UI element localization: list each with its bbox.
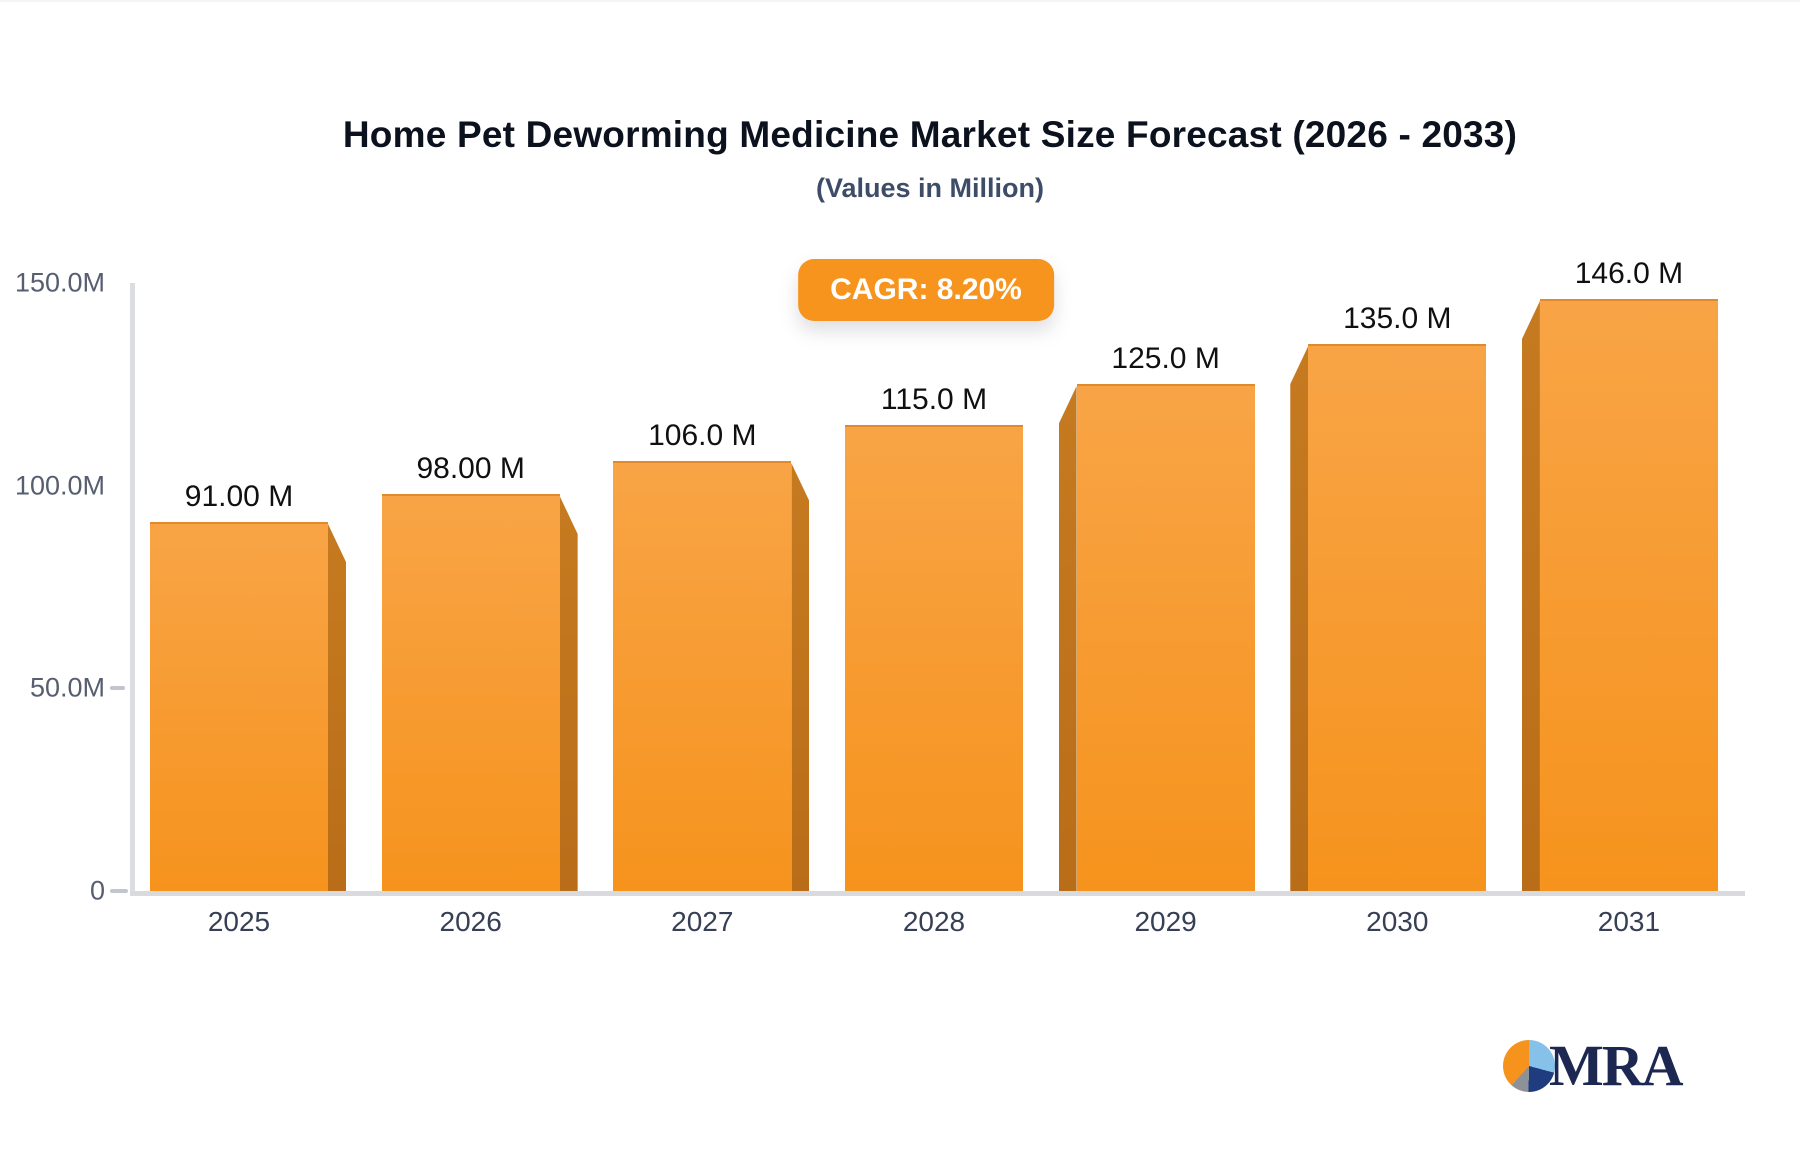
bar-2030: 135.0 M	[1290, 302, 1487, 891]
x-tick-label: 2031	[1597, 906, 1661, 937]
logo-text: MRA	[1549, 1033, 1684, 1098]
bar-side-face	[1290, 346, 1309, 891]
bar-2026: 98.00 M	[381, 452, 578, 891]
y-tick-label: 100.0M	[14, 470, 105, 501]
x-axis-baseline	[130, 891, 1745, 896]
y-tick-label: 50.0M	[29, 672, 105, 703]
y-tick-mark	[110, 686, 125, 691]
bar-value-label: 106.0 M	[648, 419, 757, 452]
mra-logo: MRA	[1503, 1033, 1684, 1098]
x-tick-label: 2026	[439, 906, 502, 937]
bar-2031: 146.0 M	[1521, 257, 1718, 891]
cagr-badge: CAGR: 8.20%	[798, 259, 1054, 321]
x-labels-row: 2025 2026 2027 2028 2029 2030 2031	[150, 906, 1718, 938]
bar-side-face	[328, 524, 346, 891]
bar-side-face	[559, 496, 578, 891]
y-axis-labels: 150.0M 100.0M 50.0M 0	[0, 2, 105, 1158]
bar-value-label: 125.0 M	[1111, 342, 1220, 375]
y-tick-label: 0	[89, 875, 105, 906]
bar-value-label: 146.0 M	[1574, 257, 1684, 290]
bar-value-label: 135.0 M	[1343, 302, 1452, 335]
bar-side-face	[1058, 386, 1077, 891]
chart-title: Home Pet Deworming Medicine Market Size …	[342, 114, 1518, 155]
bars-row: 91.00 M 98.00 M 106.0 M 115.0 M 125.0 M 135.0…	[150, 257, 1718, 891]
x-tick-label: 2029	[1134, 906, 1197, 937]
bar-side-face	[1521, 301, 1540, 891]
y-axis-line	[130, 283, 135, 893]
x-tick-label: 2025	[207, 906, 271, 937]
bar-value-label: 98.00 M	[416, 452, 525, 485]
y-tick-mark	[110, 889, 128, 893]
x-tick-label: 2030	[1366, 906, 1429, 937]
bar-value-label: 115.0 M	[880, 383, 988, 416]
y-tick-label: 150.0M	[14, 267, 105, 298]
bar-value-label: 91.00 M	[184, 480, 294, 513]
bar-2028: 115.0 M	[844, 383, 1023, 891]
chart-subtitle: (Values in Million)	[815, 173, 1045, 203]
pie-chart-logo-icon	[1503, 1040, 1555, 1092]
bar-2029: 125.0 M	[1058, 342, 1255, 891]
bar-side-face	[791, 463, 810, 891]
x-tick-label: 2028	[902, 906, 966, 937]
bar-2027: 106.0 M	[613, 419, 810, 891]
x-tick-label: 2027	[671, 906, 734, 937]
bar-2025: 91.00 M	[150, 480, 346, 891]
